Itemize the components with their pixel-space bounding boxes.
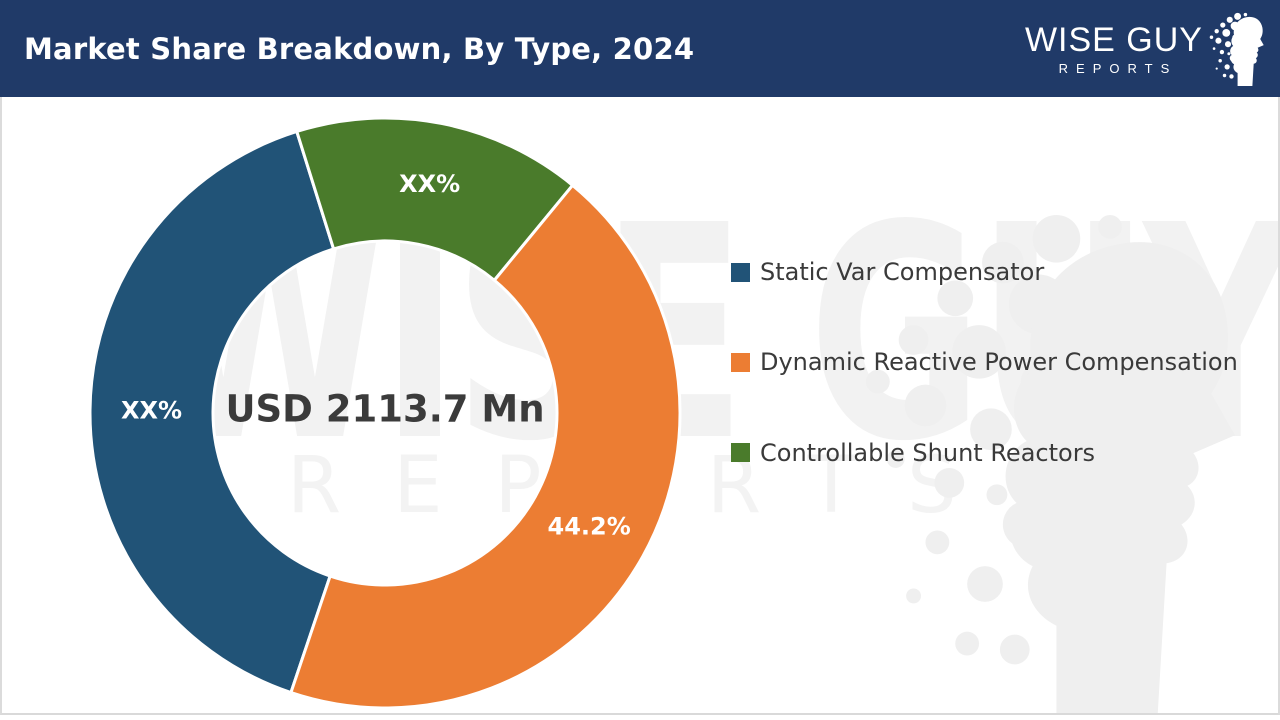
legend-item: Dynamic Reactive Power Compensation	[731, 348, 1238, 377]
slice-value-label: XX%	[121, 397, 182, 425]
donut-slice-dynamic-reactive-power-compensation	[289, 183, 682, 710]
chart-legend: Static Var Compensator Dynamic Reactive P…	[731, 259, 1238, 466]
legend-label: Controllable Shunt Reactors	[760, 438, 1096, 467]
slice-value-label: XX%	[399, 170, 460, 198]
face-profile-icon	[1209, 12, 1264, 86]
brand-logo-text: WISE GUY REPORTS	[1025, 23, 1203, 75]
donut-chart: XX% XX% 44.2%	[88, 116, 682, 710]
legend-swatch	[731, 443, 750, 463]
donut-center-value: USD 2113.7 Mn	[225, 387, 545, 431]
brand-logo: WISE GUY REPORTS	[1025, 12, 1266, 86]
donut-slice-static-var-compensator	[88, 129, 336, 695]
slice-value-label: 44.2%	[548, 512, 631, 540]
legend-item: Static Var Compensator	[731, 259, 1238, 285]
legend-swatch	[731, 262, 750, 282]
brand-subtitle: REPORTS	[1058, 60, 1178, 76]
page-title: Market Share Breakdown, By Type, 2024	[24, 31, 695, 66]
brand-name: WISE GUY	[1024, 20, 1203, 59]
legend-swatch	[731, 353, 750, 373]
legend-label: Dynamic Reactive Power Compensation	[760, 348, 1238, 377]
donut-slice-controllable-shunt-reactors	[295, 116, 575, 282]
legend-item: Controllable Shunt Reactors	[731, 438, 1238, 467]
chart-area: WISE GUY REPORTS XX%XX%44.2% USD 2113.7 …	[0, 97, 1280, 715]
legend-label: Static Var Compensator	[760, 258, 1045, 286]
header-bar: Market Share Breakdown, By Type, 2024 WI…	[0, 0, 1280, 97]
